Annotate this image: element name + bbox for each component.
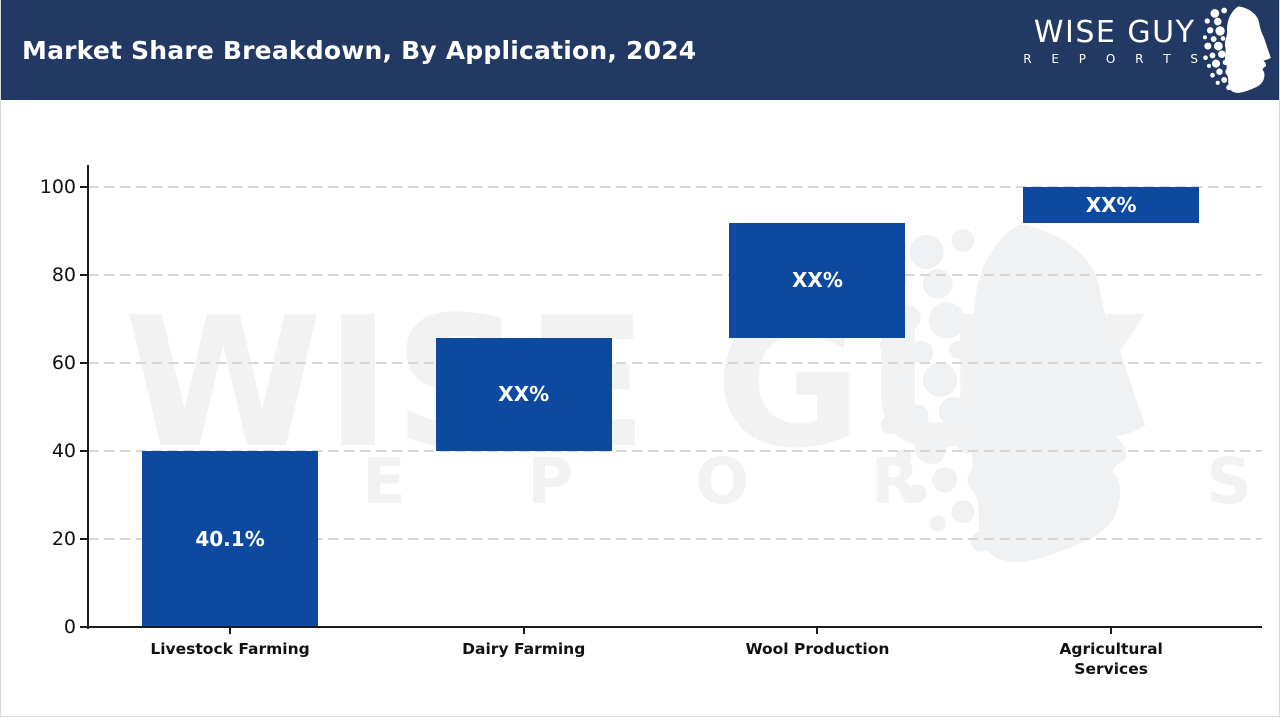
x-category-label-2: Wool Production <box>745 640 890 658</box>
x-tick-1 <box>522 627 525 634</box>
y-tick-80 <box>80 274 88 276</box>
y-tick-label-80: 80 <box>51 264 76 286</box>
gridline-40 <box>88 450 1262 452</box>
bar-1: XX% <box>435 337 612 451</box>
y-tick-60 <box>80 362 88 364</box>
x-axis-line <box>87 626 1262 628</box>
brand-subtitle: R E P O R T S <box>1023 52 1206 66</box>
bar-2: XX% <box>729 223 906 338</box>
x-category-label-1: Dairy Farming <box>462 640 586 658</box>
x-tick-3 <box>1110 627 1113 634</box>
y-tick-label-100: 100 <box>39 176 76 198</box>
y-tick-label-20: 20 <box>51 528 76 550</box>
page-title: Market Share Breakdown, By Application, … <box>22 35 697 65</box>
bar-3: XX% <box>1023 187 1200 224</box>
y-tick-label-40: 40 <box>51 440 76 462</box>
x-tick-2 <box>816 627 819 634</box>
gridline-80 <box>88 274 1262 276</box>
bar-value-label-0: 40.1% <box>195 526 265 551</box>
bar-value-label-3: XX% <box>1085 193 1137 218</box>
brand-logo: WISE GUY R E P O R T S <box>1023 16 1206 66</box>
brand-name: WISE GUY <box>1033 15 1196 50</box>
x-category-label-3: Agricultural Services <box>1059 640 1163 679</box>
y-tick-0 <box>80 626 88 628</box>
y-tick-20 <box>80 538 88 540</box>
y-tick-label-0: 0 <box>63 616 76 638</box>
gridline-20 <box>88 538 1262 540</box>
y-tick-label-60: 60 <box>51 352 76 374</box>
y-tick-40 <box>80 450 88 452</box>
gridline-60 <box>88 362 1262 364</box>
bar-value-label-1: XX% <box>498 382 550 407</box>
x-category-label-0: Livestock Farming <box>150 640 310 658</box>
header-bar: Market Share Breakdown, By Application, … <box>0 0 1280 100</box>
y-tick-100 <box>80 186 88 188</box>
bar-0: 40.1% <box>142 450 319 627</box>
y-axis-line <box>87 165 89 629</box>
x-tick-0 <box>229 627 232 634</box>
bar-value-label-2: XX% <box>791 268 843 293</box>
gridline-100 <box>88 186 1262 188</box>
